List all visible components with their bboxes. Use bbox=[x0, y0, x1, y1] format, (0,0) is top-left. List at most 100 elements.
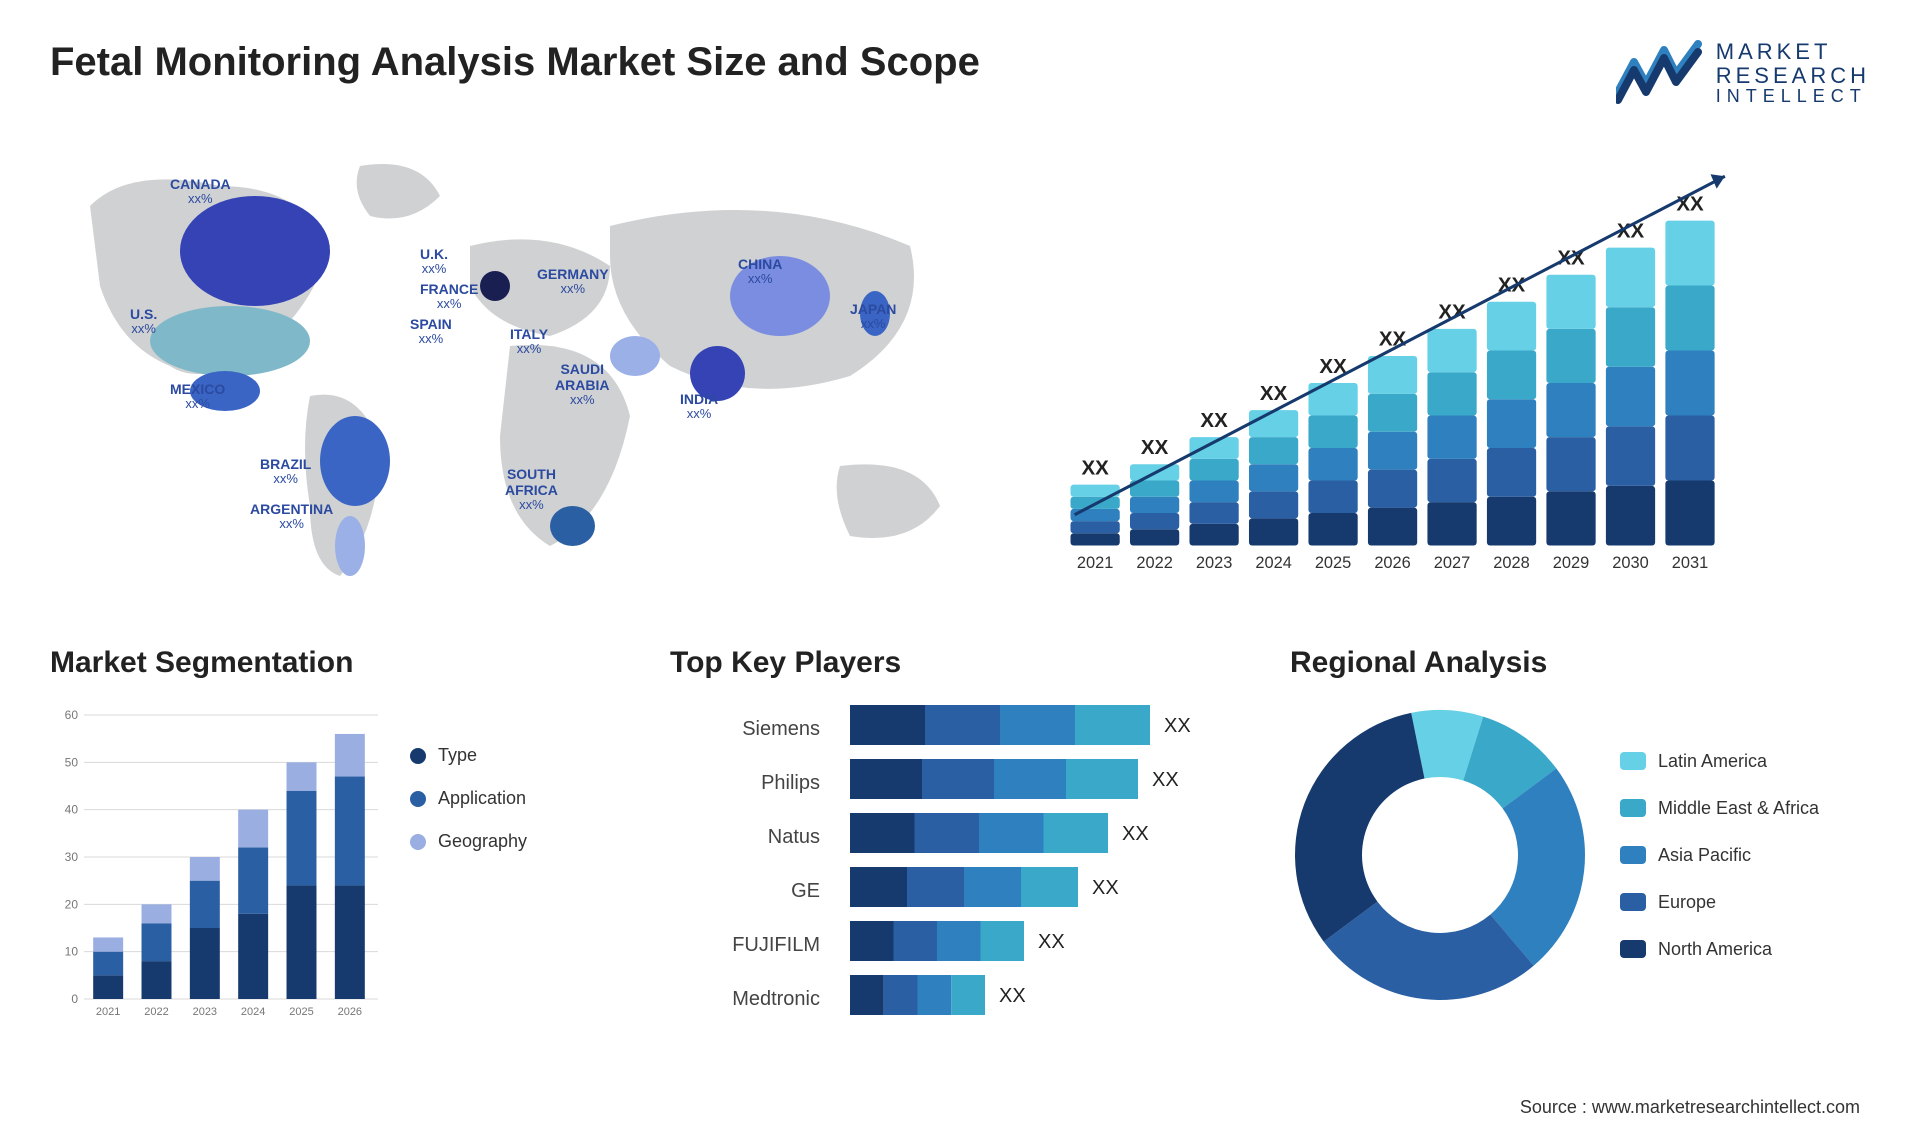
svg-text:2022: 2022 bbox=[1136, 554, 1173, 572]
svg-text:50: 50 bbox=[65, 755, 79, 769]
players-title: Top Key Players bbox=[670, 646, 1250, 680]
main-bar-chart: XX2021XX2022XX2023XX2024XX2025XX2026XX20… bbox=[1050, 136, 1870, 606]
svg-text:2021: 2021 bbox=[96, 1006, 120, 1018]
region-legend-label: Middle East & Africa bbox=[1658, 798, 1819, 819]
player-label-medtronic: Medtronic bbox=[670, 979, 820, 1019]
logo-line-1: MARKET bbox=[1716, 40, 1870, 63]
player-label-natus: Natus bbox=[670, 817, 820, 857]
svg-text:XX: XX bbox=[1038, 931, 1065, 953]
svg-text:60: 60 bbox=[65, 708, 79, 722]
svg-text:XX: XX bbox=[1141, 436, 1169, 459]
svg-text:XX: XX bbox=[999, 985, 1026, 1007]
map-label-france: FRANCExx% bbox=[420, 281, 478, 312]
swatch-icon bbox=[1620, 752, 1646, 770]
svg-text:XX: XX bbox=[1379, 328, 1407, 351]
map-label-saudi-arabia: SAUDIARABIAxx% bbox=[555, 361, 609, 408]
seg-legend-label: Type bbox=[438, 745, 477, 766]
svg-text:XX: XX bbox=[1200, 409, 1228, 432]
svg-text:2025: 2025 bbox=[289, 1006, 313, 1018]
region-legend-label: North America bbox=[1658, 939, 1772, 960]
region-legend-asia-pacific: Asia Pacific bbox=[1620, 845, 1819, 866]
svg-text:2023: 2023 bbox=[193, 1006, 217, 1018]
map-label-china: CHINAxx% bbox=[738, 256, 782, 287]
map-label-argentina: ARGENTINAxx% bbox=[250, 501, 333, 532]
svg-text:XX: XX bbox=[1092, 877, 1119, 899]
region-legend-label: Europe bbox=[1658, 892, 1716, 913]
svg-text:2026: 2026 bbox=[338, 1006, 362, 1018]
regional-title: Regional Analysis bbox=[1290, 646, 1870, 680]
svg-text:XX: XX bbox=[1081, 456, 1109, 479]
svg-text:2023: 2023 bbox=[1196, 554, 1233, 572]
page-title: Fetal Monitoring Analysis Market Size an… bbox=[50, 40, 980, 85]
region-legend-north-america: North America bbox=[1620, 939, 1819, 960]
svg-text:2029: 2029 bbox=[1553, 554, 1590, 572]
swatch-icon bbox=[410, 748, 426, 764]
segmentation-panel: Market Segmentation 0 10 20 30 40 50 60 2021 202… bbox=[50, 646, 630, 1076]
map-label-u-s-: U.S.xx% bbox=[130, 306, 157, 337]
seg-legend-label: Geography bbox=[438, 831, 527, 852]
map-label-brazil: BRAZILxx% bbox=[260, 456, 311, 487]
svg-text:40: 40 bbox=[65, 803, 79, 817]
seg-legend-geography: Geography bbox=[410, 831, 527, 852]
map-label-mexico: MEXICOxx% bbox=[170, 381, 225, 412]
svg-text:2022: 2022 bbox=[144, 1006, 168, 1018]
player-label-siemens: Siemens bbox=[670, 709, 820, 749]
seg-legend-application: Application bbox=[410, 788, 527, 809]
logo-line-2: RESEARCH bbox=[1716, 64, 1870, 87]
svg-text:XX: XX bbox=[1260, 382, 1288, 405]
svg-text:2028: 2028 bbox=[1493, 554, 1530, 572]
seg-legend-type: Type bbox=[410, 745, 527, 766]
brand-logo: MARKET RESEARCH INTELLECT bbox=[1616, 40, 1870, 106]
seg-legend-label: Application bbox=[438, 788, 526, 809]
map-label-south-africa: SOUTHAFRICAxx% bbox=[505, 466, 558, 513]
svg-text:0: 0 bbox=[71, 992, 78, 1006]
swatch-icon bbox=[410, 791, 426, 807]
world-map-block: CANADAxx%U.S.xx%MEXICOxx%BRAZILxx%ARGENT… bbox=[50, 136, 990, 606]
swatch-icon bbox=[410, 834, 426, 850]
players-panel: Top Key Players Siemens Philips Natus GE FUJ… bbox=[670, 646, 1250, 1076]
map-label-india: INDIAxx% bbox=[680, 391, 718, 422]
map-label-germany: GERMANYxx% bbox=[537, 266, 609, 297]
svg-text:2031: 2031 bbox=[1672, 554, 1709, 572]
swatch-icon bbox=[1620, 940, 1646, 958]
svg-text:30: 30 bbox=[65, 850, 79, 864]
region-legend-middle-east-africa: Middle East & Africa bbox=[1620, 798, 1819, 819]
swatch-icon bbox=[1620, 893, 1646, 911]
svg-text:2024: 2024 bbox=[241, 1006, 265, 1018]
map-label-japan: JAPANxx% bbox=[850, 301, 896, 332]
region-legend-label: Asia Pacific bbox=[1658, 845, 1751, 866]
player-label-fujifilm: FUJIFILM bbox=[670, 925, 820, 965]
svg-text:2024: 2024 bbox=[1255, 554, 1292, 572]
map-label-spain: SPAINxx% bbox=[410, 316, 452, 347]
map-label-italy: ITALYxx% bbox=[510, 326, 548, 357]
players-chart: XX XX XX XX XX XX bbox=[850, 705, 1210, 1035]
player-label-ge: GE bbox=[670, 871, 820, 911]
segmentation-title: Market Segmentation bbox=[50, 646, 630, 680]
svg-text:20: 20 bbox=[65, 897, 79, 911]
source-line: Source : www.marketresearchintellect.com bbox=[1520, 1097, 1860, 1118]
svg-text:10: 10 bbox=[65, 945, 79, 959]
svg-text:2021: 2021 bbox=[1077, 554, 1114, 572]
svg-text:2027: 2027 bbox=[1434, 554, 1471, 572]
segmentation-legend: Type Application Geography bbox=[410, 705, 527, 852]
svg-text:XX: XX bbox=[1152, 769, 1179, 791]
logo-line-3: INTELLECT bbox=[1716, 87, 1870, 106]
svg-text:2026: 2026 bbox=[1374, 554, 1411, 572]
svg-text:2030: 2030 bbox=[1612, 554, 1649, 572]
players-labels: Siemens Philips Natus GE FUJIFILM Medtronic bbox=[670, 705, 820, 1033]
region-legend-latin-america: Latin America bbox=[1620, 751, 1819, 772]
svg-text:XX: XX bbox=[1164, 715, 1191, 737]
regional-donut bbox=[1290, 705, 1590, 1005]
segmentation-chart: 0 10 20 30 40 50 60 2021 2022 2023 2024 2025 2026 bbox=[50, 705, 380, 1025]
regional-panel: Regional Analysis Latin America Middle Ea… bbox=[1290, 646, 1870, 1076]
region-legend-label: Latin America bbox=[1658, 751, 1767, 772]
logo-mark-icon bbox=[1616, 40, 1702, 106]
svg-text:2025: 2025 bbox=[1315, 554, 1352, 572]
region-legend-europe: Europe bbox=[1620, 892, 1819, 913]
player-label-philips: Philips bbox=[670, 763, 820, 803]
swatch-icon bbox=[1620, 799, 1646, 817]
regional-legend: Latin America Middle East & Africa Asia Pa… bbox=[1620, 751, 1819, 960]
map-label-u-k-: U.K.xx% bbox=[420, 246, 448, 277]
swatch-icon bbox=[1620, 846, 1646, 864]
svg-text:XX: XX bbox=[1122, 823, 1149, 845]
